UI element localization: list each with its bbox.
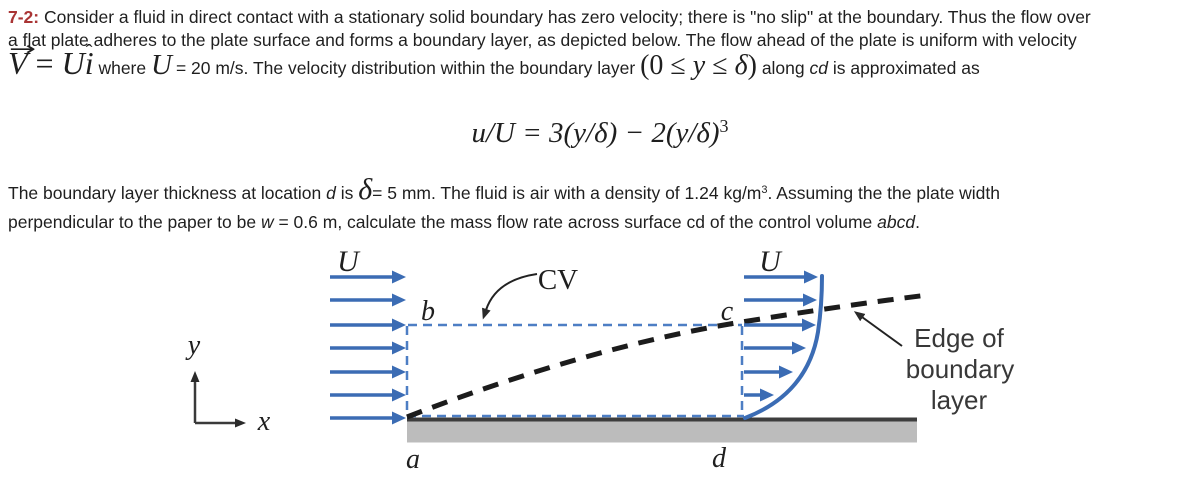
corner-labels: b c a d: [406, 296, 734, 475]
problem-statement-line-1: 7-2: Consider a fluid in direct contact …: [8, 6, 1091, 28]
question-text: is: [335, 183, 359, 203]
equals-sign: =: [27, 45, 62, 81]
range-close: ): [747, 50, 757, 81]
location-d: d: [326, 183, 336, 203]
question-text: .: [915, 212, 920, 232]
problem-statement-line-2: a flat plate adheres to the plate surfac…: [8, 29, 1077, 51]
hat-accent: ˆ: [85, 41, 93, 63]
velocity-profile-at-d: U: [743, 245, 824, 420]
v-symbol: V: [8, 45, 28, 81]
edge-label-line-2: boundary: [906, 354, 1014, 384]
edge-label-line-1: Edge of: [914, 323, 1004, 353]
range-y: y: [692, 50, 706, 81]
edge-callout: Edge of boundary layer: [853, 311, 1014, 415]
range-open: (0 ≤: [640, 50, 693, 81]
given-value-text: = 20 m/s. The velocity distribution with…: [175, 58, 641, 78]
point-d-label: d: [712, 443, 727, 474]
statement-text: a flat plate adheres to the plate surfac…: [8, 30, 1077, 50]
equation-body: u/U = 3(y/δ) − 2(y/δ): [471, 117, 720, 149]
control-volume-boundary: [405, 323, 744, 418]
cv-callout: CV: [482, 264, 578, 320]
width-w: w: [260, 212, 274, 232]
velocity-profile-curve: [743, 274, 824, 420]
vector-arrow-icon: →: [9, 38, 37, 60]
edge-label-line-3: layer: [931, 385, 988, 415]
point-b-label: b: [421, 296, 435, 327]
delta-symbol: δ: [358, 173, 373, 206]
question-text: perpendicular to the paper to be: [8, 212, 261, 232]
point-c-label: c: [721, 296, 734, 327]
plate-body: [407, 421, 917, 443]
equation-exponent: 3: [719, 116, 729, 136]
question-line-2: perpendicular to the paper to be w = 0.6…: [8, 211, 920, 233]
flat-plate: [407, 417, 917, 443]
i-symbol: i: [84, 45, 94, 81]
problem-number: 7-2:: [8, 7, 40, 27]
uniform-flow-arrows-left: U: [330, 245, 406, 425]
where-text: where: [93, 58, 151, 78]
u-label-left: U: [337, 245, 361, 278]
u-symbol: U: [61, 45, 85, 81]
cd-label: cd: [809, 58, 828, 78]
question-text: The boundary layer thickness at location: [8, 183, 327, 203]
cubed-exponent: 3: [761, 184, 768, 196]
cv-leader-arrow-icon: [482, 273, 538, 320]
x-axis-label: x: [257, 406, 271, 437]
range-mid: ≤: [705, 50, 735, 81]
y-axis-label: y: [185, 330, 201, 361]
approx-text: is approximated as: [827, 58, 980, 78]
statement-text: Consider a fluid in direct contact with …: [39, 7, 1091, 27]
boundary-layer-edge-curve: [406, 292, 929, 420]
along-text: along: [756, 58, 810, 78]
cv-label: CV: [538, 264, 578, 296]
question-line-1: The boundary layer thickness at location…: [8, 175, 1001, 205]
question-text: = 5 mm. The fluid is air with a density …: [372, 183, 762, 203]
plate-surface: [407, 417, 917, 422]
u-label-right: U: [759, 245, 783, 278]
velocity-profile-equation: u/U = 3(y/δ) − 2(y/δ)3: [0, 116, 1200, 150]
question-text: = 0.6 m, calculate the mass flow rate ac…: [273, 212, 878, 232]
vector-v-symbol: → V: [8, 38, 36, 79]
range-delta: δ: [734, 50, 748, 81]
abcd-label: abcd: [877, 212, 916, 232]
boundary-layer-diagram: y x U: [185, 245, 1014, 475]
edge-leader-arrow-icon: [853, 311, 903, 347]
u-symbol-2: U: [150, 49, 172, 81]
point-a-label: a: [406, 444, 420, 475]
coordinate-axes: y x: [185, 330, 271, 437]
question-text: . Assuming the the plate width: [767, 183, 1001, 203]
